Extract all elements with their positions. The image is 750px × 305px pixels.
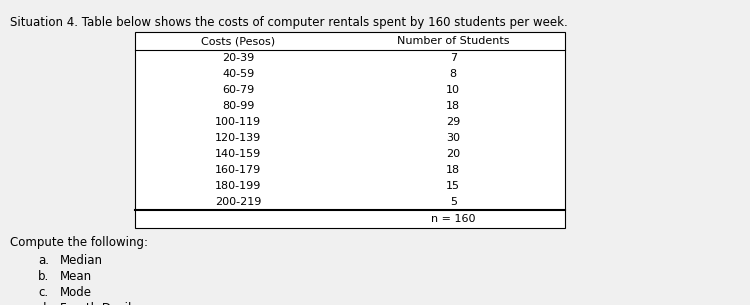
Text: Situation 4. Table below shows the costs of computer rentals spent by 160 studen: Situation 4. Table below shows the costs… [10, 16, 568, 29]
Text: 5: 5 [450, 197, 457, 207]
Text: 100-119: 100-119 [215, 117, 261, 127]
Text: 15: 15 [446, 181, 460, 191]
Text: 18: 18 [446, 165, 460, 175]
Text: Compute the following:: Compute the following: [10, 236, 148, 249]
Text: c.: c. [38, 286, 48, 299]
Text: 20-39: 20-39 [222, 53, 254, 63]
Text: 18: 18 [446, 101, 460, 111]
Text: 40-59: 40-59 [222, 69, 254, 79]
Text: 120-139: 120-139 [215, 133, 261, 143]
Text: Mode: Mode [60, 286, 92, 299]
Bar [135, 32, 565, 228]
Text: 160-179: 160-179 [215, 165, 261, 175]
Text: Costs (Pesos): Costs (Pesos) [201, 36, 275, 46]
Text: Fourth Decile: Fourth Decile [60, 302, 139, 305]
Text: n = 160: n = 160 [431, 214, 476, 224]
Text: 180-199: 180-199 [215, 181, 262, 191]
Text: 29: 29 [446, 117, 460, 127]
Text: d.: d. [38, 302, 50, 305]
Text: 7: 7 [450, 53, 457, 63]
Text: 60-79: 60-79 [222, 85, 254, 95]
Text: Mean: Mean [60, 270, 92, 283]
Text: 200-219: 200-219 [215, 197, 262, 207]
Text: 30: 30 [446, 133, 460, 143]
Text: Number of Students: Number of Students [397, 36, 509, 46]
Text: 20: 20 [446, 149, 460, 159]
Text: b.: b. [38, 270, 50, 283]
Text: 80-99: 80-99 [222, 101, 254, 111]
Text: 10: 10 [446, 85, 460, 95]
Text: Median: Median [60, 254, 103, 267]
Text: a.: a. [38, 254, 49, 267]
Text: 8: 8 [450, 69, 457, 79]
Text: 140-159: 140-159 [215, 149, 261, 159]
